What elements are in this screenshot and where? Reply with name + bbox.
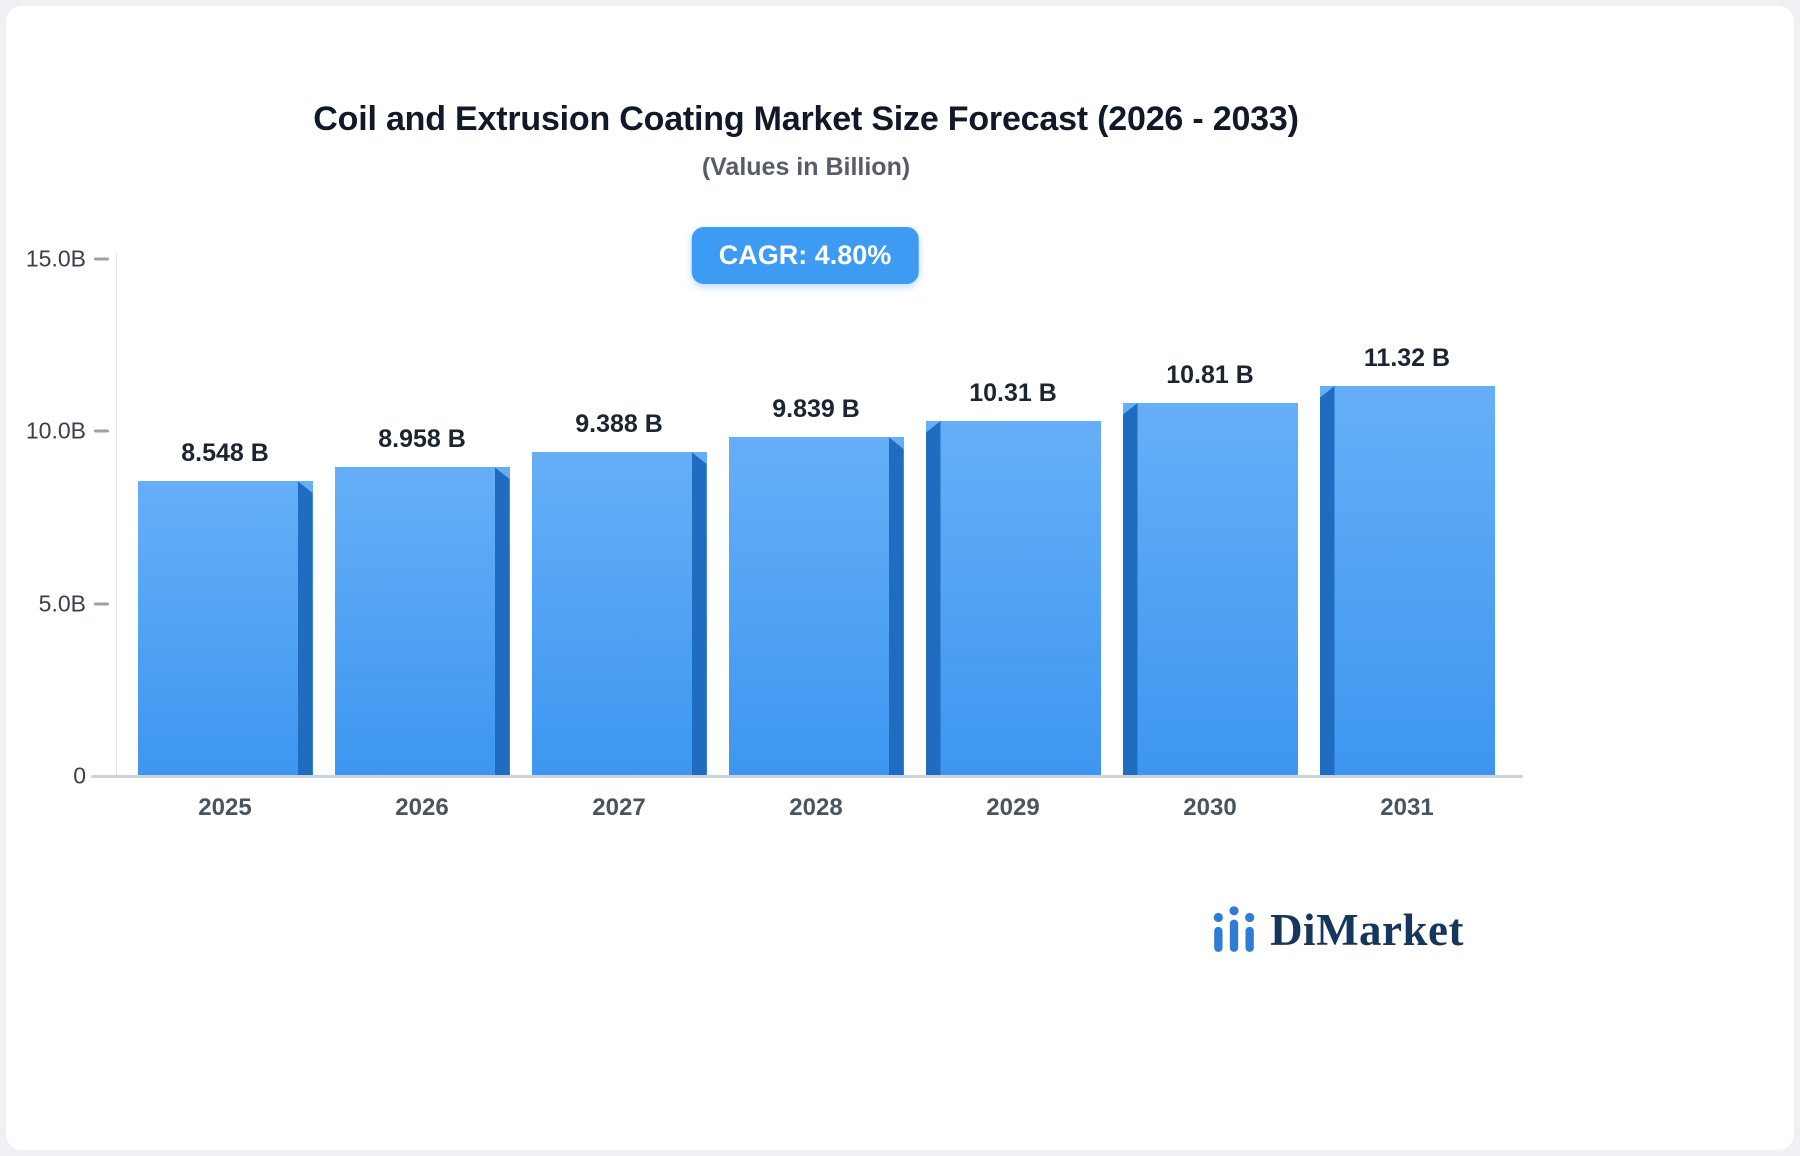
bar-face xyxy=(1122,403,1298,776)
y-tick-mark xyxy=(94,602,109,606)
chart-card: Coil and Extrusion Coating Market Size F… xyxy=(6,6,1794,1150)
bar-column: 9.839 B xyxy=(728,259,904,776)
bar-column: 11.32 B xyxy=(1319,259,1495,776)
x-axis-labels: 2025 2026 2027 2028 2029 2030 2031 xyxy=(116,794,1516,822)
bar-column: 8.958 B xyxy=(334,259,510,776)
bar-side-shade xyxy=(925,421,941,776)
bar-face xyxy=(1319,386,1495,776)
bar-2026 xyxy=(334,467,510,776)
bar-value-label: 10.31 B xyxy=(969,379,1057,407)
bar-column: 10.31 B xyxy=(925,259,1101,776)
bar-value-label: 10.81 B xyxy=(1166,361,1254,389)
bar-value-label: 11.32 B xyxy=(1363,344,1451,372)
bar-2028 xyxy=(728,437,904,776)
bar-value-label: 9.839 B xyxy=(772,395,860,423)
bar-side-shade xyxy=(297,481,313,776)
y-tick-label: 5.0B xyxy=(38,590,86,617)
x-axis-label: 2026 xyxy=(395,794,449,821)
bar-face xyxy=(137,481,313,776)
bar-value-label: 8.548 B xyxy=(181,439,269,467)
bar-face xyxy=(334,467,510,776)
bar-side-shade xyxy=(494,467,510,776)
y-axis: 15.0B 10.0B 5.0B 0 xyxy=(26,246,1516,789)
x-axis-label: 2030 xyxy=(1183,794,1237,821)
bar-value-label: 8.958 B xyxy=(378,425,466,453)
y-tick-label: 10.0B xyxy=(25,417,86,444)
chart-subtitle: (Values in Billion) xyxy=(701,153,911,181)
bar-2031 xyxy=(1319,386,1495,776)
y-tick-mark xyxy=(94,429,109,433)
bar-side-shade xyxy=(1319,386,1335,776)
bar-face xyxy=(531,452,707,776)
x-axis-label: 2028 xyxy=(789,794,843,821)
dimarket-chart-icon xyxy=(1210,906,1258,954)
bar-chart: 15.0B 10.0B 5.0B 0 8.548 B 8.958 B 9.388 B 9.8… xyxy=(26,246,1523,821)
y-tick-mark xyxy=(94,257,109,261)
chart-title: Coil and Extrusion Coating Market Size F… xyxy=(313,100,1299,138)
y-tick-label: 0 xyxy=(73,762,86,789)
bar-value-label: 9.388 B xyxy=(575,410,663,438)
x-axis-label: 2027 xyxy=(592,794,646,821)
x-axis-label: 2025 xyxy=(198,794,252,821)
bar-column: 9.388 B xyxy=(531,259,707,776)
bar-face xyxy=(925,421,1101,776)
bars-group: 8.548 B 8.958 B 9.388 B 9.839 B 10.31 B 10.81… xyxy=(116,259,1516,776)
brand-name: DiMarket xyxy=(1270,905,1464,955)
bar-2025 xyxy=(137,481,313,776)
bar-face xyxy=(728,437,904,776)
x-axis-label: 2031 xyxy=(1380,794,1434,821)
bar-side-shade xyxy=(1122,403,1138,776)
bar-2029 xyxy=(925,421,1101,776)
bar-2030 xyxy=(1122,403,1298,776)
bar-column: 8.548 B xyxy=(137,259,313,776)
x-axis-label: 2029 xyxy=(986,794,1040,821)
cagr-badge: CAGR: 4.80% xyxy=(691,227,919,284)
x-axis-line xyxy=(91,775,1523,778)
y-tick-label: 15.0B xyxy=(25,245,86,272)
bar-column: 10.81 B xyxy=(1122,259,1298,776)
bar-2027 xyxy=(531,452,707,776)
bar-side-shade xyxy=(691,452,707,776)
y-axis-line xyxy=(116,253,117,776)
bar-side-shade xyxy=(888,437,904,776)
brand-logo: DiMarket xyxy=(1210,904,1464,956)
